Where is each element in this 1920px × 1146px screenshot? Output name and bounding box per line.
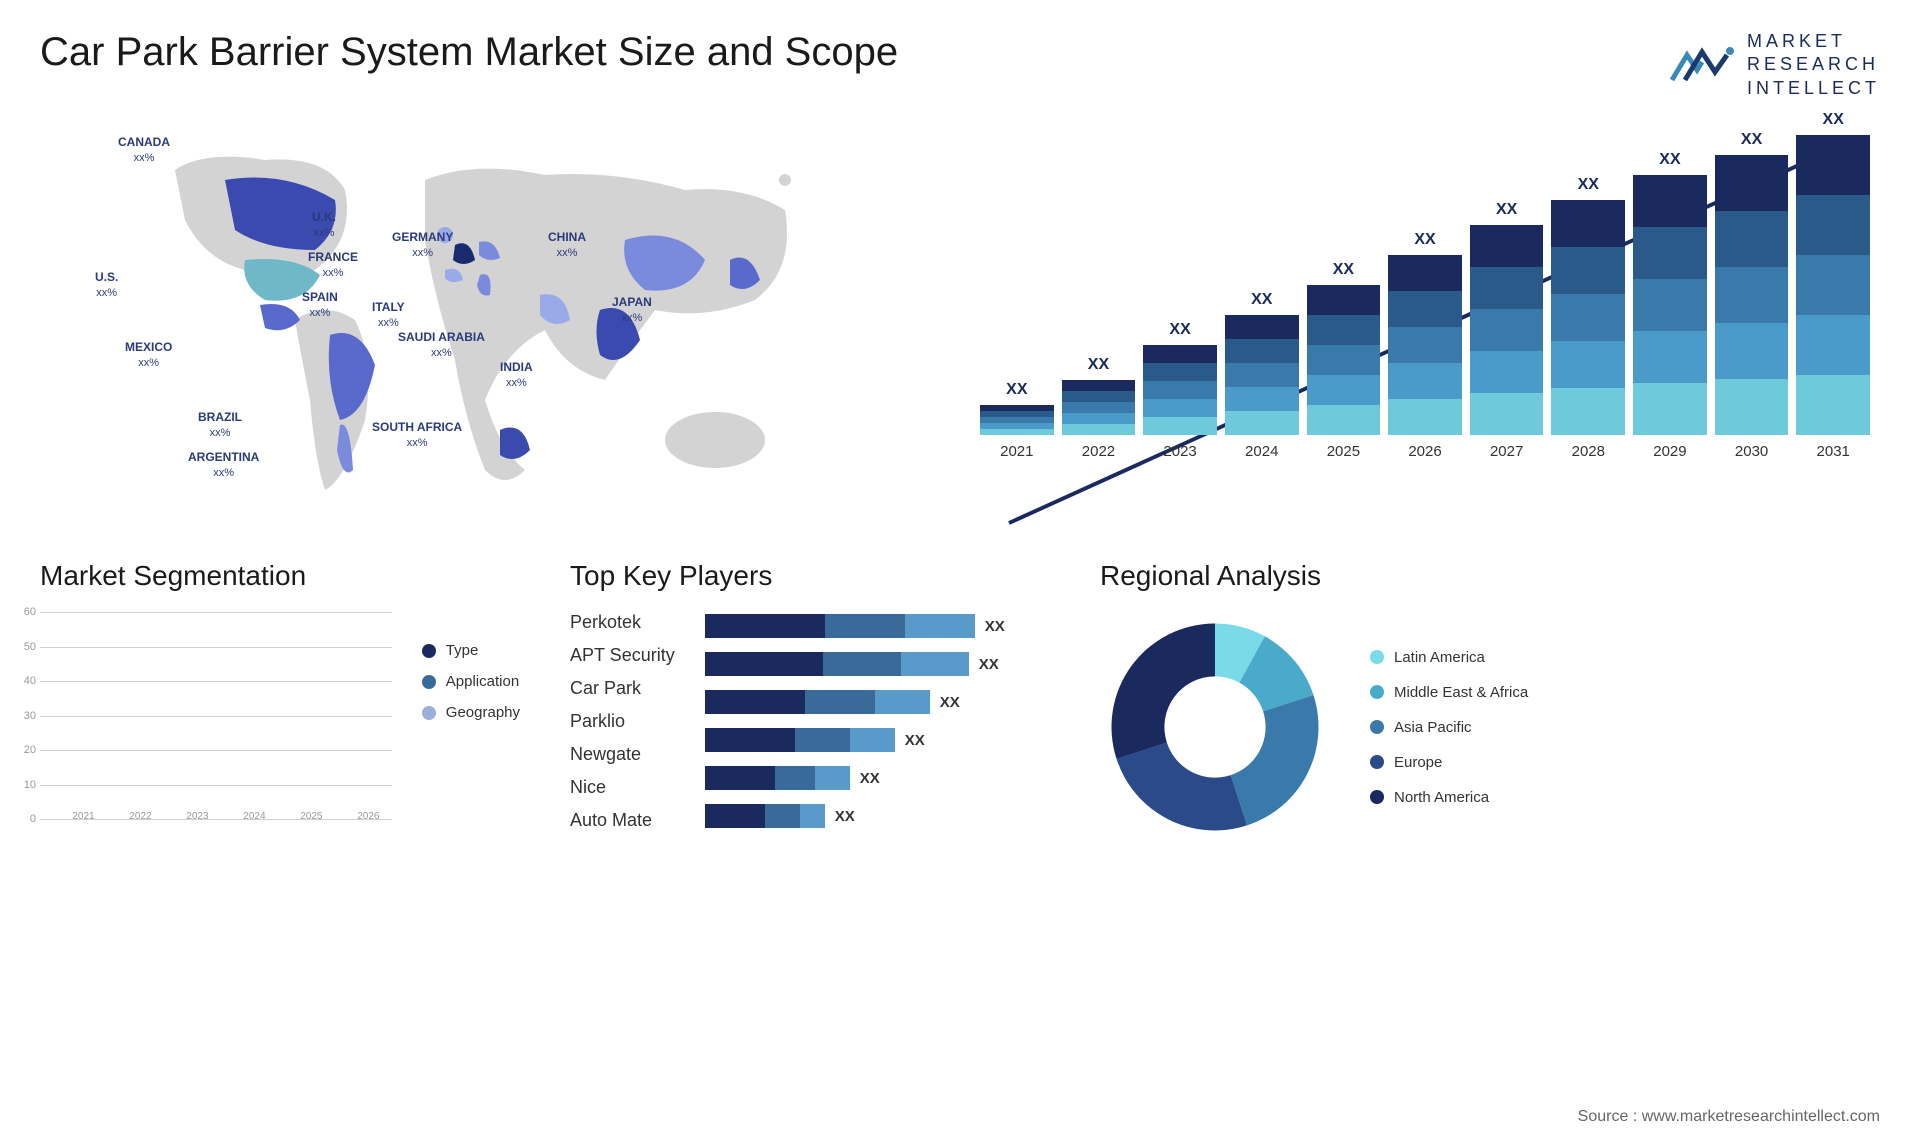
growth-bar: XX2023	[1143, 321, 1217, 460]
country-label: CANADAxx%	[118, 135, 170, 165]
country-label: BRAZILxx%	[198, 410, 242, 440]
country-label: U.S.xx%	[95, 270, 118, 300]
country-label: INDIAxx%	[500, 360, 533, 390]
player-bar-row: XX	[705, 690, 1050, 714]
player-bar-row: XX	[705, 766, 1050, 790]
country-label: FRANCExx%	[308, 250, 358, 280]
growth-bar: XX2029	[1633, 151, 1707, 460]
country-label: ITALYxx%	[372, 300, 405, 330]
growth-bar: XX2021	[980, 381, 1054, 460]
country-label: SOUTH AFRICAxx%	[372, 420, 462, 450]
player-bar-row: XX	[705, 804, 1050, 828]
player-bar-row: XX	[705, 728, 1050, 752]
logo-icon	[1667, 40, 1737, 90]
country-label: MEXICOxx%	[125, 340, 172, 370]
segmentation-legend: Type Application Geography	[422, 612, 520, 842]
growth-bar: XX2024	[1225, 291, 1299, 460]
country-label: GERMANYxx%	[392, 230, 453, 260]
segmentation-panel: Market Segmentation 01020304050602021202…	[40, 560, 520, 880]
page-title: Car Park Barrier System Market Size and …	[40, 30, 898, 75]
growth-bar: XX2028	[1551, 176, 1625, 460]
player-name: Nice	[570, 777, 675, 798]
regional-title: Regional Analysis	[1100, 560, 1880, 592]
country-label: SAUDI ARABIAxx%	[398, 330, 485, 360]
segmentation-title: Market Segmentation	[40, 560, 520, 592]
world-map	[40, 120, 930, 520]
seg-bar: 2024	[231, 807, 278, 822]
donut-slice	[1117, 743, 1247, 831]
donut-slice	[1112, 624, 1216, 759]
player-bars: XX XX XX XX XX XX	[705, 612, 1050, 831]
seg-bar: 2023	[174, 807, 221, 822]
regional-legend: Latin America Middle East & Africa Asia Pa…	[1370, 649, 1528, 806]
country-label: JAPANxx%	[612, 295, 652, 325]
legend-item: Middle East & Africa	[1370, 684, 1528, 701]
players-panel: Top Key Players Perkotek APT Security Car …	[570, 560, 1050, 880]
player-bar-row: XX	[705, 652, 1050, 676]
country-label: ARGENTINAxx%	[188, 450, 259, 480]
player-name: APT Security	[570, 645, 675, 666]
seg-bar: 2026	[345, 807, 392, 822]
country-label: CHINAxx%	[548, 230, 586, 260]
donut-slice	[1231, 695, 1319, 825]
country-label: SPAINxx%	[302, 290, 338, 320]
legend-item: Type	[422, 642, 520, 659]
legend-item: North America	[1370, 789, 1528, 806]
player-name: Newgate	[570, 744, 675, 765]
seg-bar: 2025	[288, 807, 335, 822]
growth-bar: XX2031	[1796, 111, 1870, 460]
brand-logo: MARKET RESEARCH INTELLECT	[1667, 30, 1880, 100]
player-names-list: Perkotek APT Security Car Park Parklio Newga…	[570, 612, 675, 831]
source-attribution: Source : www.marketresearchintellect.com	[1578, 1108, 1880, 1126]
player-bar-row: XX	[705, 614, 1050, 638]
seg-bar: 2021	[60, 807, 107, 822]
seg-bar: 2022	[117, 807, 164, 822]
growth-chart-panel: XX2021XX2022XX2023XX2024XX2025XX2026XX20…	[970, 120, 1880, 520]
country-label: U.K.xx%	[312, 210, 336, 240]
legend-item: Application	[422, 673, 520, 690]
logo-line3: INTELLECT	[1747, 77, 1880, 100]
player-name: Auto Mate	[570, 810, 675, 831]
regional-donut	[1100, 612, 1330, 842]
growth-bar: XX2025	[1307, 261, 1381, 460]
player-name: Perkotek	[570, 612, 675, 633]
legend-item: Asia Pacific	[1370, 719, 1528, 736]
logo-line1: MARKET	[1747, 30, 1880, 53]
growth-bar: XX2027	[1470, 201, 1544, 460]
legend-item: Europe	[1370, 754, 1528, 771]
players-title: Top Key Players	[570, 560, 1050, 592]
growth-bar: XX2026	[1388, 231, 1462, 460]
logo-line2: RESEARCH	[1747, 53, 1880, 76]
regional-panel: Regional Analysis Latin America Middle Ea…	[1100, 560, 1880, 880]
growth-bar: XX2022	[1062, 356, 1136, 460]
growth-bar: XX2030	[1715, 131, 1789, 460]
segmentation-chart: 0102030405060202120222023202420252026	[40, 612, 392, 842]
player-name: Car Park	[570, 678, 675, 699]
legend-item: Latin America	[1370, 649, 1528, 666]
world-map-panel: CANADAxx% U.S.xx% MEXICOxx% BRAZILxx% ARGENT…	[40, 120, 930, 520]
legend-item: Geography	[422, 704, 520, 721]
player-name: Parklio	[570, 711, 675, 732]
